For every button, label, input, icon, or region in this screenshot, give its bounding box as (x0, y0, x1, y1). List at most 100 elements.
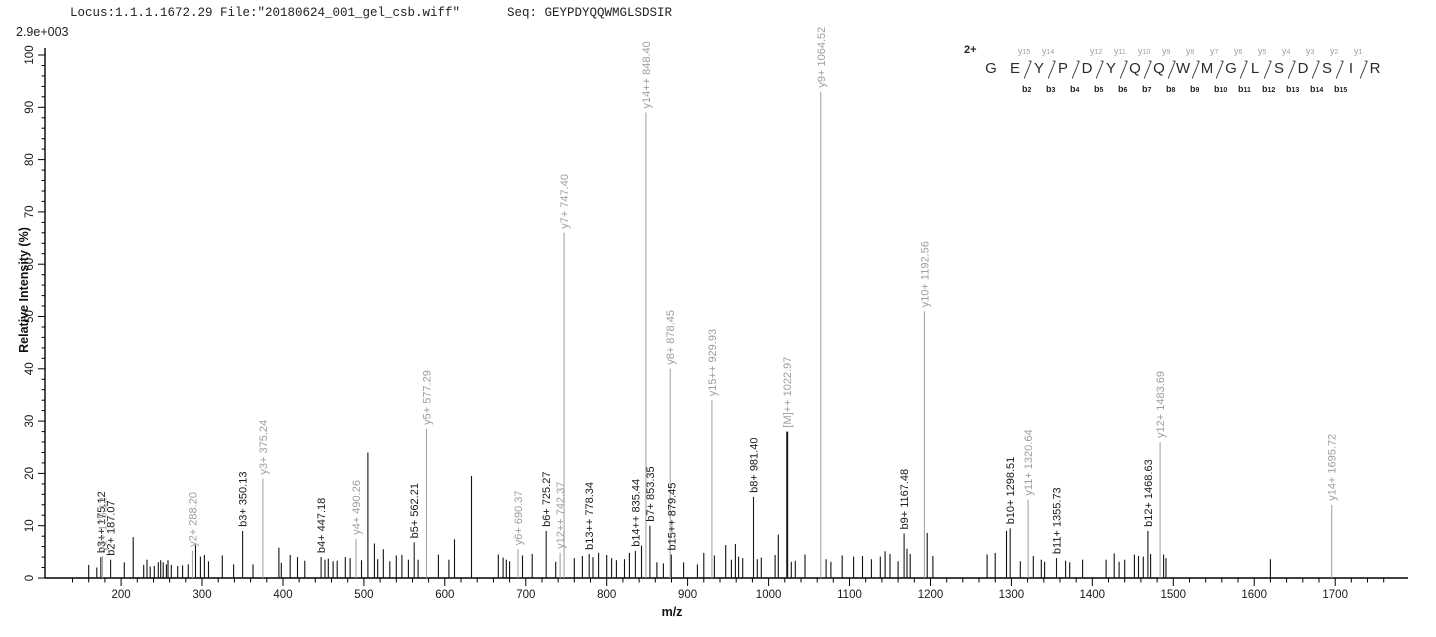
cleavage-site (998, 58, 1008, 80)
b-ion-label: b10 (1214, 84, 1228, 94)
peak-label: [M]++ 1022.97 (782, 357, 794, 428)
cleavage-site: y10 b7 (1138, 46, 1152, 94)
y-ion-label: y11 (1114, 46, 1126, 56)
b-ion-label: b9 (1190, 84, 1200, 94)
peak-label: y12++ 742.37 (555, 482, 567, 549)
cleavage-slash-icon (1359, 60, 1368, 79)
x-tick-label: 1000 (756, 589, 782, 601)
peak-label: y3+ 375.24 (258, 420, 270, 475)
residue-letter: W (1176, 60, 1191, 77)
residue-letter: D (1297, 60, 1309, 77)
x-tick-label: 1300 (999, 589, 1025, 601)
x-tick-label: 1700 (1322, 589, 1348, 601)
cleavage-slash-icon (1215, 60, 1224, 79)
peak-label: b6+ 725.27 (541, 472, 553, 527)
x-axis-title: m/z (662, 605, 683, 619)
residue-letter: D (1081, 60, 1093, 77)
peak-label: b11+ 1355.73 (1052, 487, 1064, 554)
residue-letter: Y (1033, 60, 1044, 77)
peak-label: b7+ 853.35 (645, 466, 657, 521)
y-tick-label: 0 (24, 575, 36, 581)
y-ion-label: y14 (1042, 46, 1055, 56)
residue-letter: L (1250, 60, 1260, 77)
y-tick-label: 40 (24, 362, 36, 375)
cleavage-slash-icon (1071, 60, 1080, 79)
residue-letter: S (1321, 60, 1332, 77)
b-ion-label: b7 (1142, 84, 1152, 94)
x-tick-label: 300 (192, 589, 211, 601)
cleavage-site: y11 b6 (1114, 46, 1128, 94)
peak-label: b13++ 778.34 (584, 482, 596, 550)
peak-label: y14+ 1695.72 (1327, 434, 1339, 501)
cleavage-site: b4 (1070, 58, 1080, 94)
y-tick-label: 90 (24, 101, 36, 114)
peak-label: y10+ 1192.56 (919, 241, 931, 307)
b-ion-label: b4 (1070, 84, 1080, 94)
b-ion-label: b12 (1262, 84, 1276, 94)
y-axis-title: Relative Intensity (%) (17, 227, 31, 353)
y-ion-label: y3 (1306, 46, 1315, 56)
peak-label: b3++ 175.12 (96, 491, 108, 553)
cleavage-site: y9 b8 (1162, 46, 1176, 94)
peak-label: b4+ 447.18 (316, 498, 328, 553)
x-tick-label: 1100 (837, 589, 862, 601)
cleavage-slash-icon (1191, 60, 1200, 79)
x-tick-label: 400 (273, 589, 292, 601)
cleavage-slash-icon (1287, 60, 1296, 79)
y-ion-label: y4 (1282, 46, 1291, 56)
y-ion-label: y15 (1018, 46, 1031, 56)
peak-label: y11+ 1320.64 (1023, 429, 1035, 495)
cleavage-site: y5 b12 (1258, 46, 1275, 94)
x-tick-label: 700 (516, 589, 535, 601)
y-tick-label: 100 (24, 45, 36, 64)
peak-label: y1+ 175.12 (98, 497, 110, 552)
max-intensity-label: 2.9e+003 (16, 25, 69, 39)
x-tick-label: 600 (435, 589, 454, 601)
y-ion-label: y2 (1330, 46, 1339, 56)
cleavage-site: y1 (1354, 46, 1368, 80)
x-tick-label: 1400 (1080, 589, 1106, 601)
x-tick-label: 1200 (918, 589, 944, 601)
y-tick-label: 20 (24, 467, 36, 480)
x-tick-label: 500 (354, 589, 373, 601)
peak-label: b3+ 350.13 (238, 472, 250, 527)
residue-letter: M (1200, 60, 1214, 77)
y-ion-label: y9 (1162, 46, 1171, 56)
y-ion-label: y7 (1210, 46, 1219, 56)
b-ion-label: b15 (1334, 84, 1348, 94)
cleavage-site: y2 b15 (1330, 46, 1347, 94)
y-ion-label: y6 (1234, 46, 1243, 56)
peak-label: b5+ 562.21 (409, 483, 421, 538)
y-tick-label: 70 (24, 206, 36, 219)
b-ion-label: b8 (1166, 84, 1176, 94)
y-ion-label: y8 (1186, 46, 1195, 56)
peak-label: b8+ 981.40 (749, 438, 761, 493)
peak-label: b9+ 1167.48 (899, 469, 911, 530)
peak-label: y4+ 490.26 (351, 480, 363, 535)
residue-letter: G (1225, 60, 1237, 77)
peak-label: y6+ 690.37 (513, 490, 525, 545)
residue-letter: G (985, 60, 997, 77)
cleavage-site: y4 b13 (1282, 46, 1299, 94)
peak-label: b15++ 879.45 (666, 483, 678, 551)
cleavage-slash-icon (1047, 60, 1056, 79)
peak-label: b2+ 187.07 (106, 500, 118, 555)
b-ion-label: b11 (1238, 84, 1251, 94)
peak-label: b12+ 1468.63 (1143, 459, 1155, 527)
residue-letter: S (1273, 60, 1284, 77)
residue-letter: I (1348, 60, 1354, 77)
cleavage-slash-icon (1119, 60, 1128, 79)
y-ion-label: y1 (1354, 46, 1363, 56)
peak-label: b10+ 1298.51 (1005, 457, 1017, 525)
cleavage-slash-icon (1023, 60, 1032, 79)
residue-letter: R (1369, 60, 1381, 77)
y-tick-label: 50 (24, 310, 36, 323)
residue-letter: P (1057, 60, 1068, 77)
x-tick-label: 800 (597, 589, 616, 601)
charge-state-label: 2+ (964, 44, 977, 56)
cleavage-slash-icon (1263, 60, 1272, 79)
cleavage-slash-icon (1095, 60, 1104, 79)
